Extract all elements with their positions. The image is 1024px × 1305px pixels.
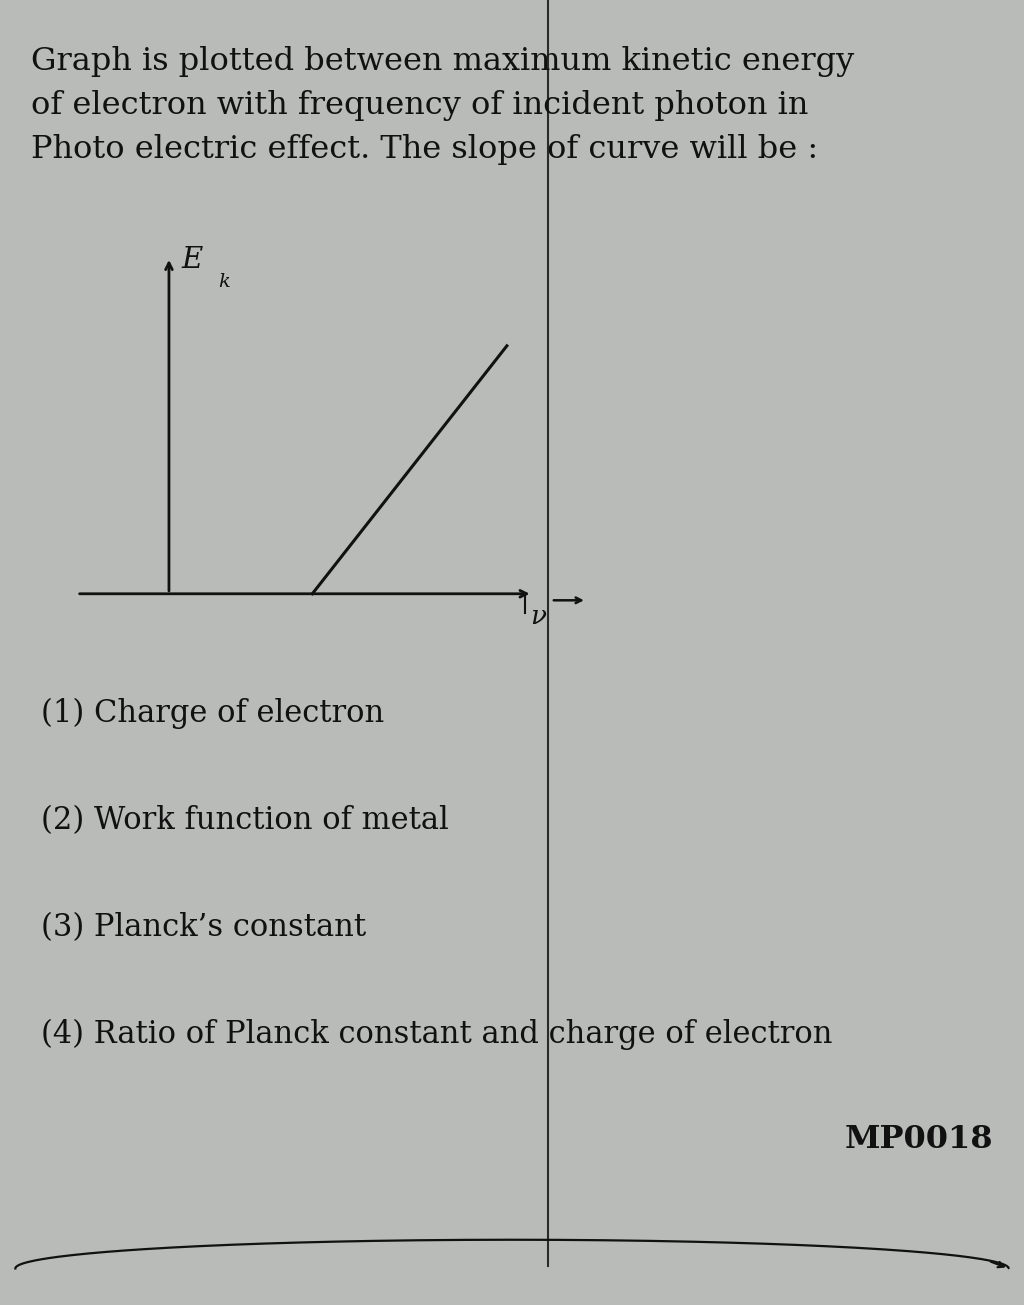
Text: (4) Ratio of Planck constant and charge of electron: (4) Ratio of Planck constant and charge …: [41, 1019, 833, 1051]
Text: E: E: [181, 247, 203, 274]
Text: k: k: [218, 273, 230, 291]
Text: Graph is plotted between maximum kinetic energy
of electron with frequency of in: Graph is plotted between maximum kinetic…: [31, 46, 854, 164]
Text: (2) Work function of metal: (2) Work function of metal: [41, 805, 449, 837]
Text: MP0018: MP0018: [845, 1124, 993, 1155]
Text: ν: ν: [530, 604, 547, 629]
Text: (1) Charge of electron: (1) Charge of electron: [41, 698, 384, 729]
Text: (3) Planck’s constant: (3) Planck’s constant: [41, 912, 367, 944]
